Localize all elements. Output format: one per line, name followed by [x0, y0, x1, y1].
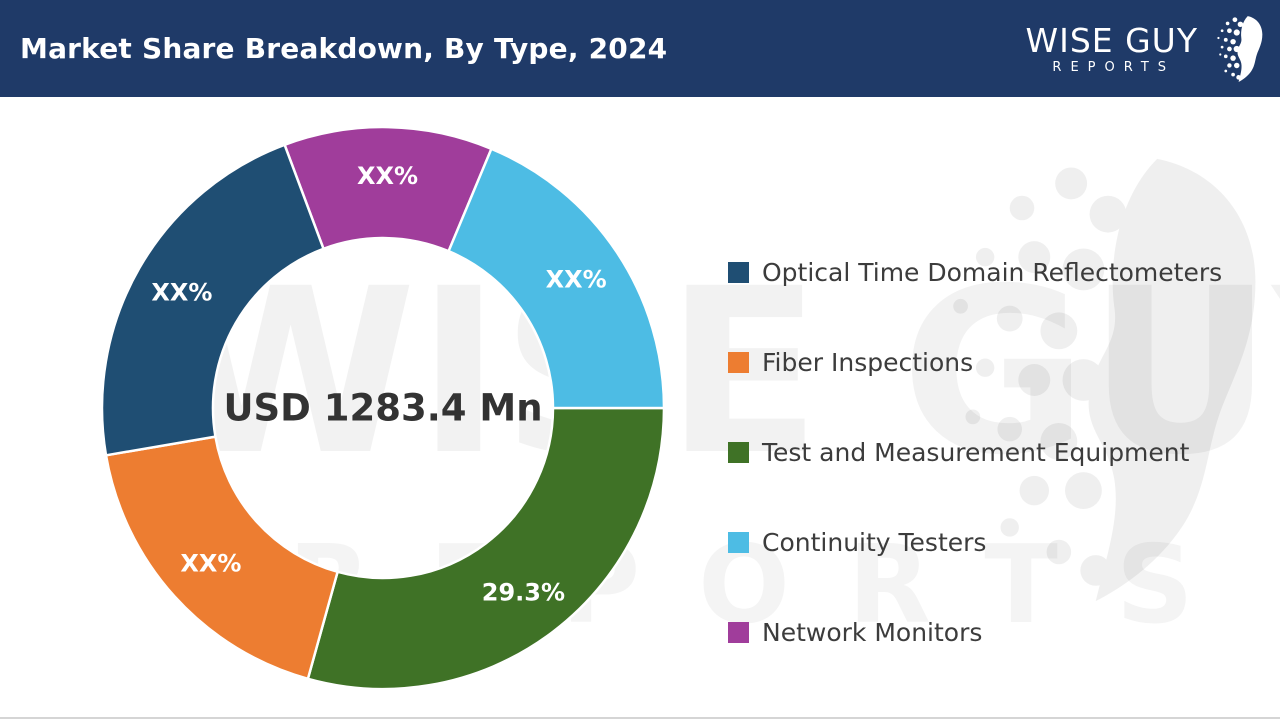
segment-label: 29.3% — [482, 579, 565, 607]
donut-center-value: USD 1283.4 Mn — [223, 387, 542, 430]
legend-item: Continuity Testers — [728, 497, 1222, 587]
legend-item: Test and Measurement Equipment — [728, 407, 1222, 497]
legend-swatch — [728, 261, 749, 283]
legend-label: Continuity Testers — [762, 527, 987, 557]
chart-legend: Optical Time Domain Reflectometers Fiber … — [728, 227, 1222, 677]
legend-swatch — [728, 621, 749, 643]
segment-label: XX% — [180, 550, 241, 578]
donut-segment-fiber-inspections — [104, 435, 339, 681]
donut-chart: XX% XX% 29.3% XX% XX% USD 1283.4 Mn — [100, 125, 666, 691]
legend-item: Network Monitors — [728, 587, 1222, 677]
segment-label: XX% — [357, 162, 418, 190]
header: Market Share Breakdown, By Type, 2024 WI… — [0, 0, 1280, 97]
donut-segment-labels: XX% XX% 29.3% XX% XX% — [151, 162, 606, 607]
wiseguy-face-icon — [1217, 15, 1263, 82]
legend-label: Network Monitors — [762, 617, 983, 647]
legend-label: Test and Measurement Equipment — [762, 437, 1190, 467]
legend-swatch — [728, 351, 749, 373]
segment-label: XX% — [151, 278, 212, 306]
header-background — [0, 0, 1280, 97]
segment-label: XX% — [546, 266, 607, 294]
legend-item: Optical Time Domain Reflectometers — [728, 227, 1222, 317]
logo-wordmark-main: WISE GUY — [1025, 20, 1198, 60]
donut-segment-continuity-testers — [447, 147, 666, 410]
donut-segments — [100, 125, 666, 691]
donut-segment-test-and-measurement-equipment — [306, 406, 666, 691]
legend-label: Fiber Inspections — [762, 347, 974, 377]
legend-label: Optical Time Domain Reflectometers — [762, 257, 1223, 287]
legend-swatch — [728, 531, 749, 553]
page-title: Market Share Breakdown, By Type, 2024 — [20, 32, 668, 65]
legend-item: Fiber Inspections — [728, 317, 1222, 407]
wiseguy-logo: WISE GUY REPORTS — [1025, 11, 1266, 87]
logo-wordmark: WISE GUY REPORTS — [1025, 24, 1198, 74]
donut-segment-optical-time-domain-reflectometers — [100, 143, 325, 457]
legend-swatch — [728, 441, 749, 463]
logo-wordmark-sub: REPORTS — [1052, 59, 1176, 75]
bottom-divider — [0, 717, 1280, 719]
